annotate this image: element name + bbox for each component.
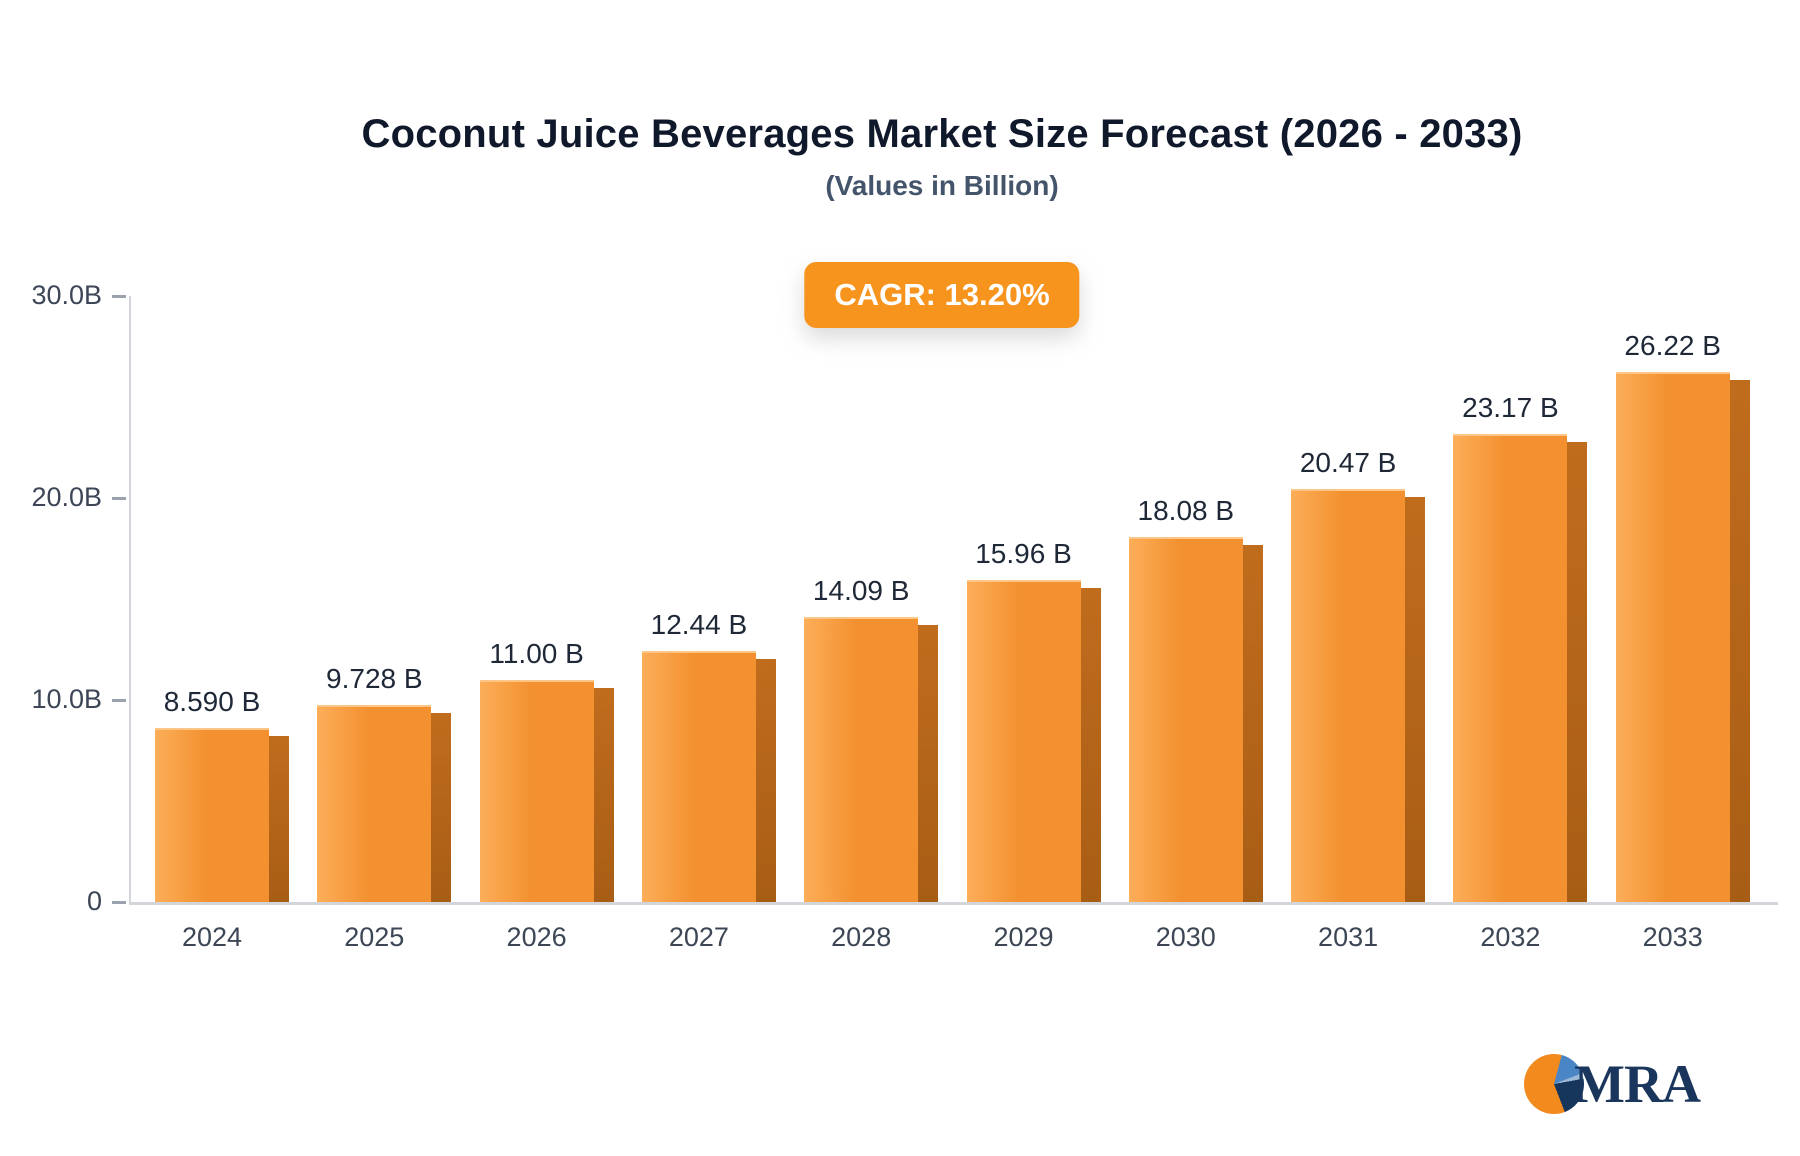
bar-side-2029 [1080,587,1101,902]
bar-value-label-2025: 9.728 B [326,663,423,695]
x-tick-label-2031: 2031 [1318,922,1379,952]
y-tick-label-10.0B: 10.0B [31,684,102,714]
bar-side-2028 [918,625,939,902]
bar-value-label-2032: 23.17 B [1462,391,1559,423]
chart-title: Coconut Juice Beverages Market Size Fore… [361,112,1523,156]
bar-value-label-2031: 20.47 B [1299,446,1397,478]
bar-side-2032 [1567,441,1588,902]
y-tick-label-30.0B: 30.0B [31,280,102,310]
x-tick-label-2032: 2032 [1480,922,1541,952]
bar-side-2024 [269,736,289,902]
y-tick-mark-10.0B [112,699,126,702]
bar-side-2030 [1242,544,1263,902]
brand-logo: MRA [1524,1054,1701,1114]
bar-2028 [804,617,919,902]
bar-value-label-2024: 8.590 B [163,686,261,718]
bar-2026 [479,679,594,902]
x-tick-label-2024: 2024 [181,922,243,952]
y-tick-label-0: 0 [86,886,102,916]
pie-logo-icon [1524,1054,1584,1114]
bar-2027 [641,650,756,902]
y-tick-mark-20.0B [112,497,126,500]
bar-2030 [1128,536,1243,902]
cagr-badge: CAGR: 13.20% [804,262,1080,328]
bar-value-label-2030: 18.08 B [1137,494,1235,526]
bar-value-label-2028: 14.09 B [812,575,910,607]
bar-value-label-2027: 12.44 B [650,608,748,640]
bar-side-2025 [431,713,452,902]
bar-2033 [1615,372,1730,902]
bar-2029 [966,579,1081,902]
x-tick-label-2026: 2026 [506,922,567,952]
bar-2031 [1291,488,1406,902]
y-tick-mark-30.0B [112,295,126,298]
bar-value-label-2026: 11.00 B [489,637,584,669]
y-tick-mark-0 [112,901,126,904]
x-axis [129,902,1778,905]
x-tick-label-2025: 2025 [344,922,405,952]
bar-2032 [1453,433,1568,902]
bar-side-2031 [1405,496,1426,902]
bar-side-2026 [593,687,614,902]
x-tick-label-2028: 2028 [831,922,892,952]
x-tick-label-2027: 2027 [668,922,729,952]
bar-side-2033 [1729,380,1750,902]
x-tick-label-2029: 2029 [993,922,1054,952]
bar-value-label-2033: 26.22 B [1624,330,1721,362]
y-axis [129,296,131,902]
x-tick-label-2030: 2030 [1155,922,1216,952]
brand-logo-text: MRA [1574,1054,1701,1114]
x-tick-label-2033: 2033 [1642,922,1703,952]
chart-subtitle: (Values in Billion) [825,170,1059,201]
bar-2024 [155,728,269,902]
bar-side-2027 [755,658,776,902]
bar-value-label-2029: 15.96 B [975,537,1072,569]
bar-2025 [317,705,432,902]
y-tick-label-20.0B: 20.0B [31,482,102,512]
